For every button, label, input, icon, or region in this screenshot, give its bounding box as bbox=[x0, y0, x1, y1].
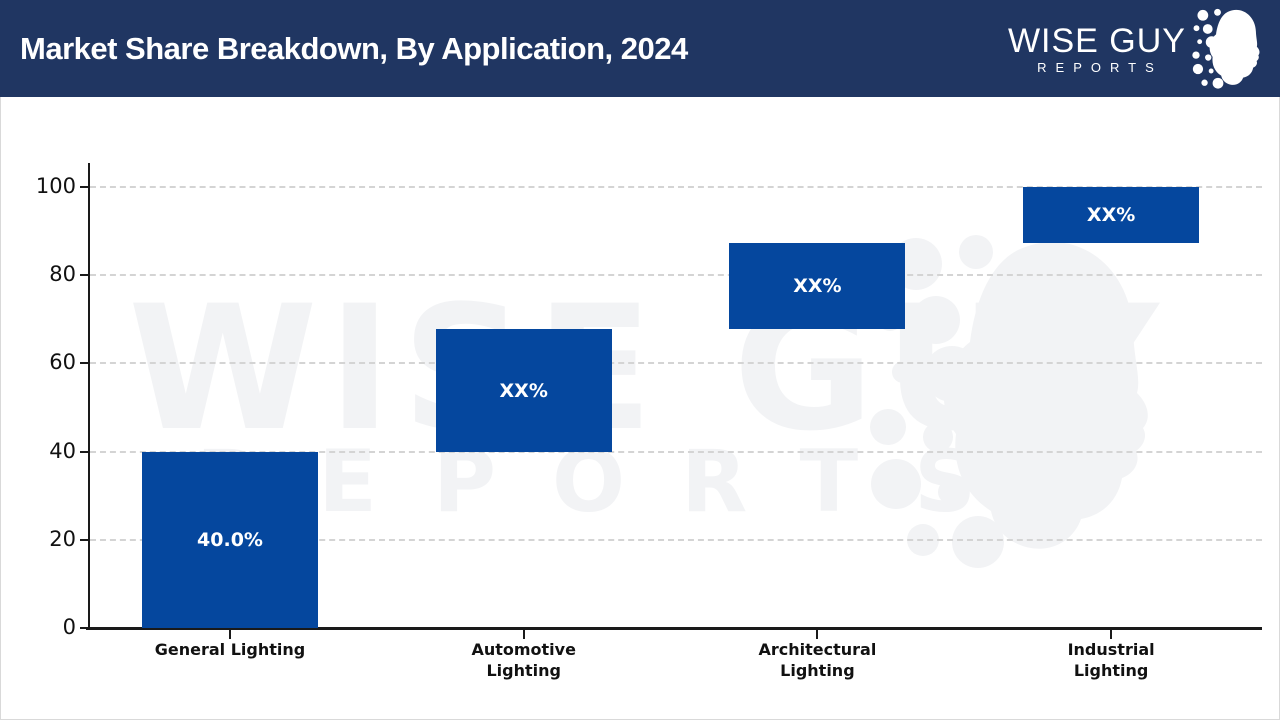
x-axis-line bbox=[86, 627, 1262, 630]
gridline-40 bbox=[90, 450, 1262, 453]
bar-label-industrial-lighting: XX% bbox=[1086, 204, 1136, 226]
gridline-80 bbox=[90, 274, 1262, 277]
brand-logo-text: WISE GUY REPORTS bbox=[1008, 24, 1186, 74]
bar-label-general-lighting: 40.0% bbox=[197, 528, 263, 551]
x-tick-mark-industrial-lighting bbox=[1110, 630, 1113, 639]
y-tick-label-40: 40 bbox=[49, 438, 76, 463]
x-tick-label-industrial-lighting: Industrial Lighting bbox=[1067, 640, 1155, 680]
x-tick-label-architectural-lighting: Architectural Lighting bbox=[758, 640, 877, 680]
y-tick-label-60: 60 bbox=[49, 350, 76, 375]
header-bar: Market Share Breakdown, By Application, … bbox=[0, 0, 1280, 97]
x-tick-mark-architectural-lighting bbox=[816, 630, 819, 639]
y-tick-mark-0 bbox=[80, 627, 88, 629]
gridline-20 bbox=[90, 538, 1262, 541]
y-tick-label-0: 0 bbox=[62, 615, 76, 639]
gridline-60 bbox=[90, 362, 1262, 365]
bar-automotive-lighting: XX% bbox=[435, 329, 612, 452]
bar-industrial-lighting: XX% bbox=[1023, 187, 1200, 243]
brand-subname: REPORTS bbox=[1037, 59, 1163, 75]
y-tick-mark-20 bbox=[80, 538, 88, 541]
y-tick-label-20: 20 bbox=[49, 526, 76, 551]
brand-logo: WISE GUY REPORTS bbox=[1008, 0, 1268, 97]
bar-architectural-lighting: XX% bbox=[729, 243, 906, 330]
y-tick-mark-40 bbox=[80, 450, 88, 453]
bar-general-lighting: 40.0% bbox=[142, 451, 318, 628]
y-tick-mark-100 bbox=[80, 186, 88, 188]
gridline-100 bbox=[90, 186, 1262, 188]
x-tick-mark-automotive-lighting bbox=[522, 630, 525, 639]
page-title: Market Share Breakdown, By Application, … bbox=[20, 30, 688, 66]
bar-label-architectural-lighting: XX% bbox=[793, 275, 842, 298]
y-tick-mark-60 bbox=[80, 362, 88, 365]
y-tick-mark-80 bbox=[80, 274, 88, 277]
brand-name: WISE GUY bbox=[1007, 21, 1186, 60]
y-axis-spine bbox=[88, 163, 90, 629]
bar-label-automotive-lighting: XX% bbox=[499, 379, 548, 402]
x-tick-mark-general-lighting bbox=[229, 630, 231, 639]
brand-head-icon bbox=[1192, 8, 1260, 89]
y-tick-label-80: 80 bbox=[49, 262, 76, 287]
x-tick-label-general-lighting: General Lighting bbox=[154, 640, 306, 659]
x-tick-label-automotive-lighting: Automotive Lighting bbox=[471, 640, 576, 680]
y-tick-label-100: 100 bbox=[35, 174, 76, 198]
